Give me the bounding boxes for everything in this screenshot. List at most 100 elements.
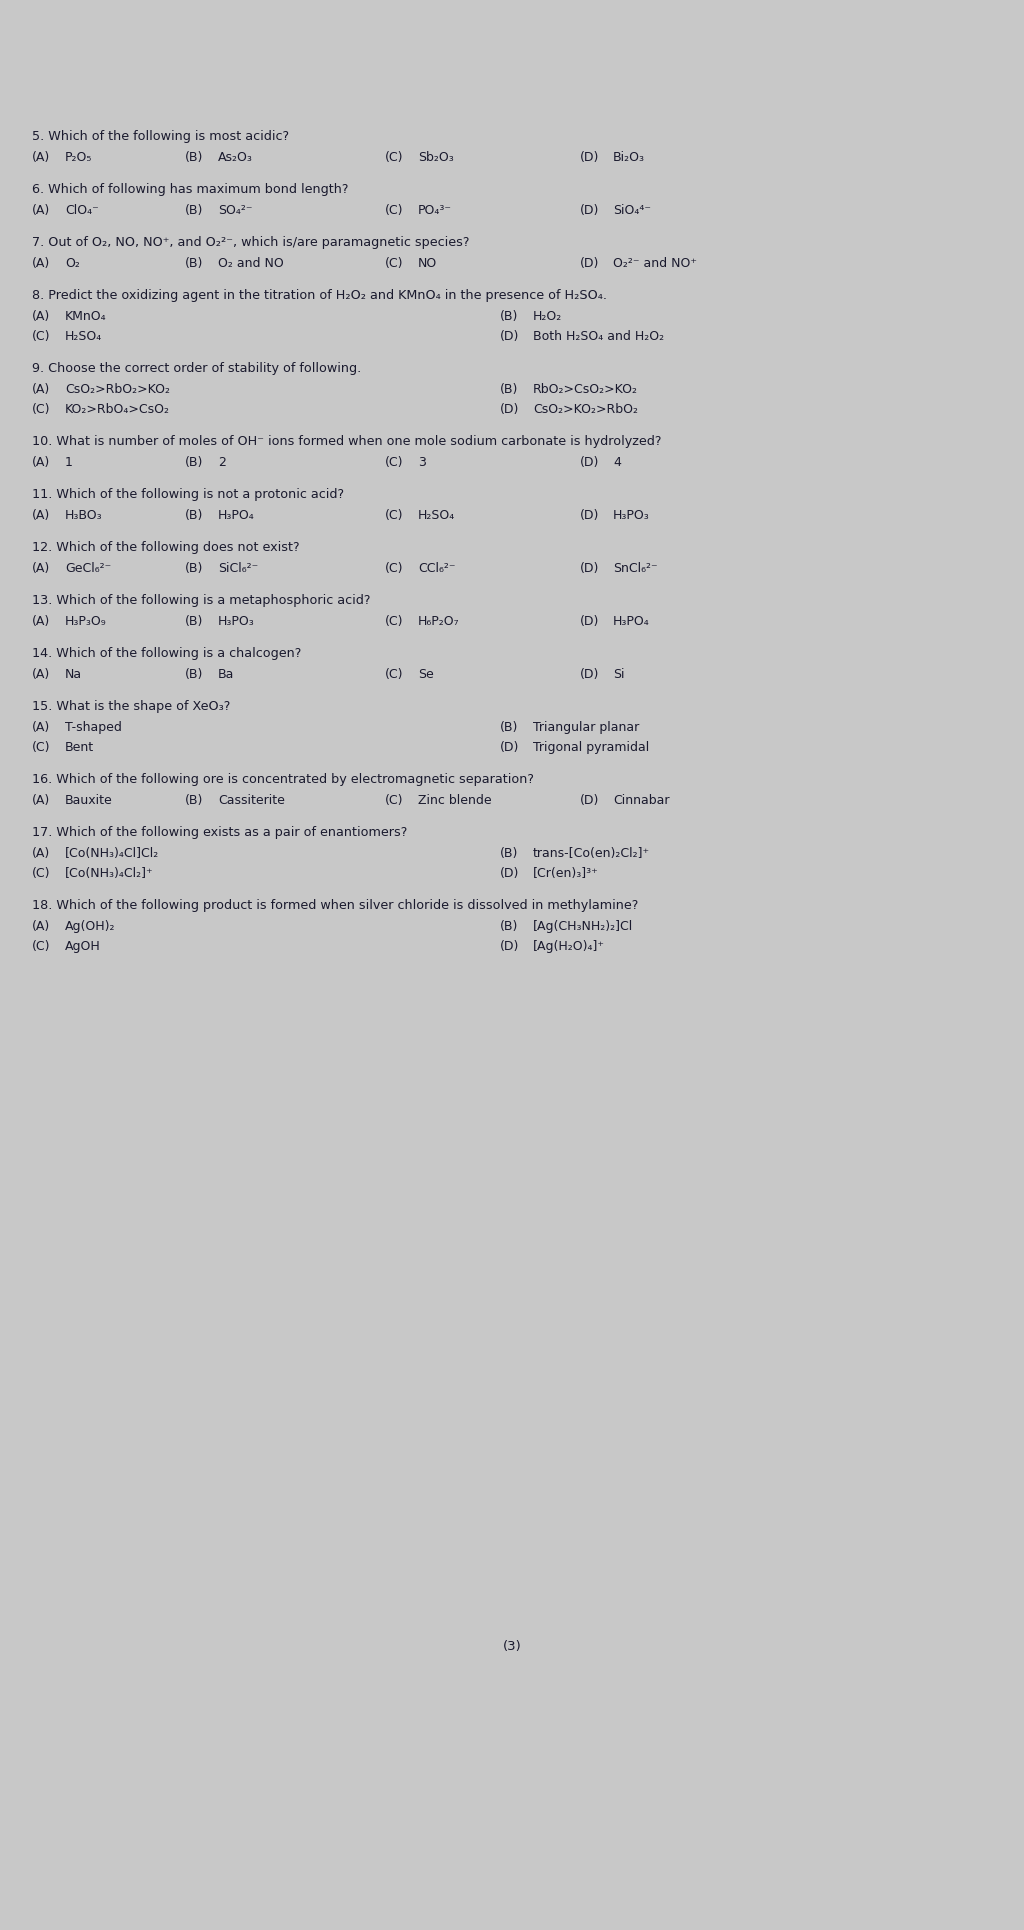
Text: (C): (C) (32, 940, 50, 953)
Text: SnCl₆²⁻: SnCl₆²⁻ (613, 562, 657, 575)
Text: 17. Which of the following exists as a pair of enantiomers?: 17. Which of the following exists as a p… (32, 826, 408, 838)
Text: NO: NO (418, 257, 437, 270)
Text: (A): (A) (32, 793, 50, 807)
Text: (D): (D) (580, 562, 599, 575)
Text: (D): (D) (580, 455, 599, 469)
Text: SO₄²⁻: SO₄²⁻ (218, 205, 253, 216)
Text: (C): (C) (385, 205, 403, 216)
Text: [Ag(CH₃NH₂)₂]Cl: [Ag(CH₃NH₂)₂]Cl (534, 919, 633, 932)
Text: trans-[Co(en)₂Cl₂]⁺: trans-[Co(en)₂Cl₂]⁺ (534, 847, 650, 859)
Text: (B): (B) (185, 455, 204, 469)
Text: 6. Which of following has maximum bond length?: 6. Which of following has maximum bond l… (32, 183, 348, 197)
Text: [Cr(en)₃]³⁺: [Cr(en)₃]³⁺ (534, 867, 599, 880)
Text: H₃PO₃: H₃PO₃ (218, 614, 255, 627)
Text: (A): (A) (32, 720, 50, 733)
Text: 1: 1 (65, 455, 73, 469)
Text: (D): (D) (580, 257, 599, 270)
Text: (D): (D) (580, 614, 599, 627)
Text: (D): (D) (500, 330, 519, 344)
Text: (C): (C) (385, 257, 403, 270)
Text: (C): (C) (385, 151, 403, 164)
Text: [Co(NH₃)₄Cl₂]⁺: [Co(NH₃)₄Cl₂]⁺ (65, 867, 154, 880)
Text: SiO₄⁴⁻: SiO₄⁴⁻ (613, 205, 651, 216)
Text: (B): (B) (185, 668, 204, 681)
Text: 13. Which of the following is a metaphosphoric acid?: 13. Which of the following is a metaphos… (32, 594, 371, 606)
Text: KO₂>RbO₄>CsO₂: KO₂>RbO₄>CsO₂ (65, 403, 170, 415)
Text: (C): (C) (385, 562, 403, 575)
Text: Bent: Bent (65, 741, 94, 753)
Text: [Co(NH₃)₄Cl]Cl₂: [Co(NH₃)₄Cl]Cl₂ (65, 847, 160, 859)
Text: Se: Se (418, 668, 434, 681)
Text: Si: Si (613, 668, 625, 681)
Text: 10. What is number of moles of OH⁻ ions formed when one mole sodium carbonate is: 10. What is number of moles of OH⁻ ions … (32, 434, 662, 448)
Text: (C): (C) (32, 867, 50, 880)
Text: Bi₂O₃: Bi₂O₃ (613, 151, 645, 164)
Text: (B): (B) (500, 919, 518, 932)
Text: ClO₄⁻: ClO₄⁻ (65, 205, 98, 216)
Text: (C): (C) (32, 741, 50, 753)
Text: (D): (D) (580, 668, 599, 681)
Text: (D): (D) (580, 510, 599, 521)
Text: GeCl₆²⁻: GeCl₆²⁻ (65, 562, 112, 575)
Text: Sb₂O₃: Sb₂O₃ (418, 151, 454, 164)
Text: RbO₂>CsO₂>KO₂: RbO₂>CsO₂>KO₂ (534, 382, 638, 396)
Text: CsO₂>KO₂>RbO₂: CsO₂>KO₂>RbO₂ (534, 403, 638, 415)
Text: 7. Out of O₂, NO, NO⁺, and O₂²⁻, which is/are paramagnetic species?: 7. Out of O₂, NO, NO⁺, and O₂²⁻, which i… (32, 235, 469, 249)
Text: 9. Choose the correct order of stability of following.: 9. Choose the correct order of stability… (32, 361, 361, 374)
Text: (A): (A) (32, 382, 50, 396)
Text: Ag(OH)₂: Ag(OH)₂ (65, 919, 116, 932)
Text: H₂SO₄: H₂SO₄ (418, 510, 456, 521)
Text: (A): (A) (32, 919, 50, 932)
Text: Cinnabar: Cinnabar (613, 793, 670, 807)
Text: CsO₂>RbO₂>KO₂: CsO₂>RbO₂>KO₂ (65, 382, 170, 396)
Text: H₃P₃O₉: H₃P₃O₉ (65, 614, 106, 627)
Text: 11. Which of the following is not a protonic acid?: 11. Which of the following is not a prot… (32, 488, 344, 500)
Text: (A): (A) (32, 205, 50, 216)
Text: H₂SO₄: H₂SO₄ (65, 330, 102, 344)
Text: (D): (D) (500, 403, 519, 415)
Text: 3: 3 (418, 455, 426, 469)
Text: (B): (B) (185, 151, 204, 164)
Text: (C): (C) (385, 668, 403, 681)
Text: (D): (D) (500, 940, 519, 953)
Text: (B): (B) (500, 311, 518, 322)
Text: (A): (A) (32, 510, 50, 521)
Text: (B): (B) (185, 614, 204, 627)
Text: (B): (B) (500, 382, 518, 396)
Text: (B): (B) (500, 847, 518, 859)
Text: (C): (C) (385, 510, 403, 521)
Text: 2: 2 (218, 455, 226, 469)
Text: (D): (D) (580, 205, 599, 216)
Text: As₂O₃: As₂O₃ (218, 151, 253, 164)
Text: PO₄³⁻: PO₄³⁻ (418, 205, 452, 216)
Text: [Ag(H₂O)₄]⁺: [Ag(H₂O)₄]⁺ (534, 940, 605, 953)
Text: (D): (D) (500, 867, 519, 880)
Text: (B): (B) (185, 257, 204, 270)
Text: (C): (C) (32, 403, 50, 415)
Text: (C): (C) (385, 793, 403, 807)
Text: O₂²⁻ and NO⁺: O₂²⁻ and NO⁺ (613, 257, 697, 270)
Text: Bauxite: Bauxite (65, 793, 113, 807)
Text: (B): (B) (185, 205, 204, 216)
Text: T-shaped: T-shaped (65, 720, 122, 733)
Text: O₂: O₂ (65, 257, 80, 270)
Text: Cassiterite: Cassiterite (218, 793, 285, 807)
Text: (C): (C) (385, 614, 403, 627)
Text: 5. Which of the following is most acidic?: 5. Which of the following is most acidic… (32, 129, 289, 143)
Text: Zinc blende: Zinc blende (418, 793, 492, 807)
Text: 4: 4 (613, 455, 621, 469)
Text: Both H₂SO₄ and H₂O₂: Both H₂SO₄ and H₂O₂ (534, 330, 665, 344)
Text: (A): (A) (32, 455, 50, 469)
Text: (C): (C) (385, 455, 403, 469)
Text: 8. Predict the oxidizing agent in the titration of H₂O₂ and KMnO₄ in the presenc: 8. Predict the oxidizing agent in the ti… (32, 290, 607, 301)
Text: (B): (B) (185, 510, 204, 521)
Text: (B): (B) (185, 793, 204, 807)
Text: P₂O₅: P₂O₅ (65, 151, 92, 164)
Text: KMnO₄: KMnO₄ (65, 311, 106, 322)
Text: (A): (A) (32, 151, 50, 164)
Text: (D): (D) (500, 741, 519, 753)
Text: H₃PO₄: H₃PO₄ (613, 614, 650, 627)
Text: Na: Na (65, 668, 82, 681)
Text: (C): (C) (32, 330, 50, 344)
Text: H₆P₂O₇: H₆P₂O₇ (418, 614, 460, 627)
